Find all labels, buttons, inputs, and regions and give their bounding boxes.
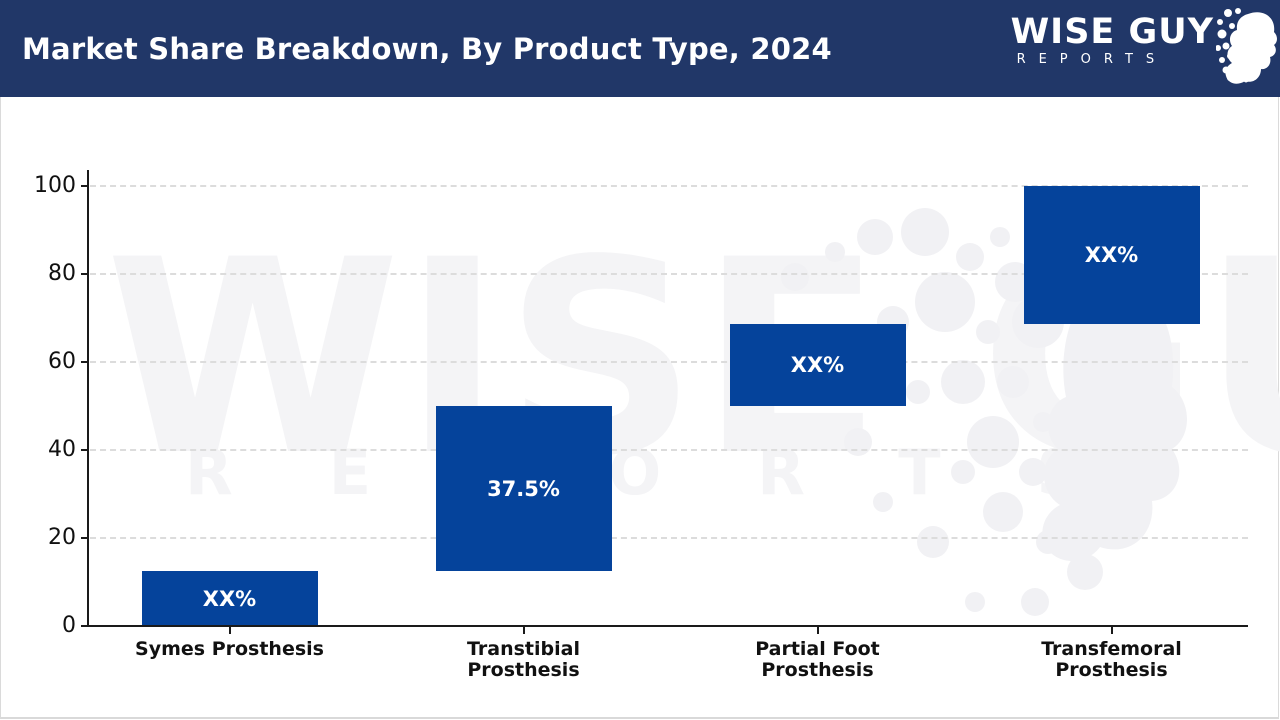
y-axis-tick xyxy=(81,625,88,627)
brand-logo-text: WISE GUY REPORTS xyxy=(1011,14,1214,67)
market-share-bar: XX% xyxy=(1023,186,1200,324)
x-category-label: Symes Prosthesis xyxy=(90,639,370,660)
market-share-bar: XX% xyxy=(141,571,318,626)
y-tick-label: 100 xyxy=(34,173,76,198)
bar-value-label: 37.5% xyxy=(487,476,560,501)
y-gridline xyxy=(90,185,1248,187)
y-axis-line xyxy=(87,170,89,627)
x-axis-tick xyxy=(816,627,819,634)
y-tick-label: 40 xyxy=(48,437,76,462)
x-category-label: Transfemoral Prosthesis xyxy=(972,639,1252,681)
y-axis-tick xyxy=(81,449,88,451)
y-gridline xyxy=(90,361,1248,363)
y-gridline xyxy=(90,449,1248,451)
y-tick-label: 60 xyxy=(48,349,76,374)
x-category-label: Partial Foot Prosthesis xyxy=(678,639,958,681)
y-axis-tick xyxy=(81,537,88,539)
x-axis-tick xyxy=(522,627,525,634)
brand-subtitle: REPORTS xyxy=(1016,51,1168,67)
x-category-label: Transtibial Prosthesis xyxy=(384,639,664,681)
x-category-label-line: Prosthesis xyxy=(1055,659,1168,681)
y-axis-tick xyxy=(81,185,88,187)
y-tick-label: 20 xyxy=(48,525,76,550)
y-tick-label: 80 xyxy=(48,261,76,286)
bar-value-label: XX% xyxy=(202,586,257,611)
bar-value-label: XX% xyxy=(1084,242,1139,267)
watermark-reports-text: REPORTS xyxy=(185,436,1178,509)
y-axis-tick xyxy=(81,361,88,363)
x-category-label-line: Symes Prosthesis xyxy=(135,638,324,660)
header-band: Market Share Breakdown, By Product Type,… xyxy=(0,0,1280,97)
x-axis-line xyxy=(87,625,1248,627)
y-tick-label: 0 xyxy=(62,613,76,638)
x-axis-tick xyxy=(1110,627,1113,634)
x-category-label-line: Transfemoral xyxy=(1041,638,1182,660)
dotted-face-logo-icon xyxy=(1216,8,1277,84)
page-title: Market Share Breakdown, By Product Type,… xyxy=(22,31,832,66)
market-share-bar: XX% xyxy=(729,323,906,406)
x-category-label-line: Transtibial xyxy=(467,638,580,660)
y-gridline xyxy=(90,537,1248,539)
brand-name: WISE GUY xyxy=(1010,12,1214,52)
y-gridline xyxy=(90,273,1248,275)
brand-logo: WISE GUY REPORTS xyxy=(1011,8,1277,84)
x-category-label-line: Prosthesis xyxy=(467,659,580,681)
market-share-bar: 37.5% xyxy=(435,406,612,571)
x-category-label-line: Prosthesis xyxy=(761,659,874,681)
x-axis-tick xyxy=(228,627,231,634)
chart-body-frame xyxy=(0,97,1279,719)
bar-value-label: XX% xyxy=(790,352,845,377)
x-category-label-line: Partial Foot xyxy=(755,638,880,660)
y-axis-tick xyxy=(81,273,88,275)
